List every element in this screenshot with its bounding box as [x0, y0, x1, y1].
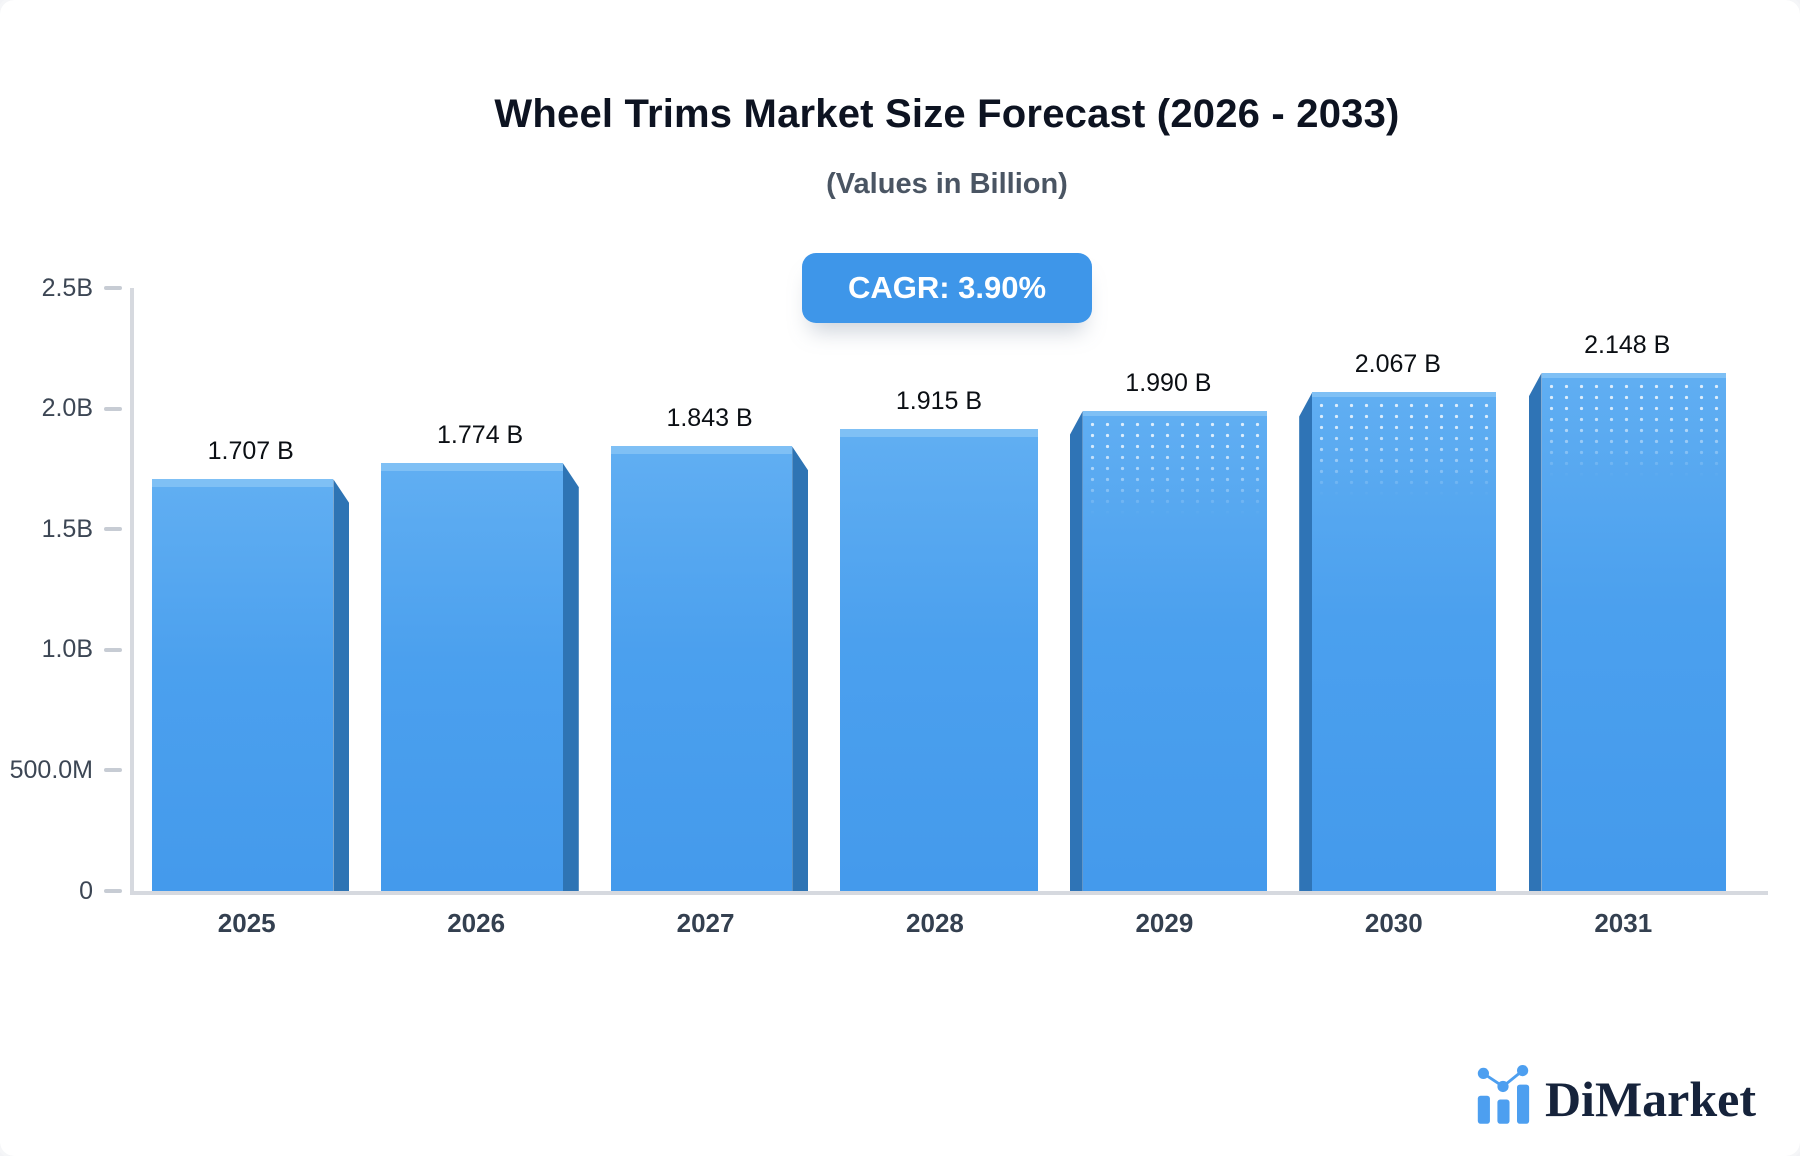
brand-name: DiMarket [1544, 1071, 1756, 1127]
bar-3d-edge [1069, 411, 1083, 891]
y-tick-label: 500.0M [9, 755, 93, 784]
bar-3d-edge [333, 479, 350, 891]
chart-subtitle: (Values in Billion) [826, 168, 1068, 200]
x-label-2025: 2025 [217, 908, 276, 938]
bar-body [152, 479, 334, 891]
bar-value-label: 1.707 B [207, 437, 294, 466]
y-tick-mark [104, 406, 122, 411]
bar-3d-edge [1299, 392, 1313, 891]
y-tick-500.0M: 500.0M [10, 755, 122, 785]
bar-value-label: 1.915 B [895, 387, 983, 416]
bar-2028[interactable] [840, 429, 1038, 891]
y-tick-mark [104, 647, 122, 652]
y-tick-label: 2.5B [41, 273, 93, 302]
bar-slot-2031: 2.148 B [1513, 288, 1742, 891]
bar-value-label: 1.843 B [666, 404, 753, 433]
bar-3d-edge [1528, 372, 1542, 891]
y-tick-mark [104, 527, 122, 532]
bar-3d-edge [562, 463, 579, 891]
bar-2026[interactable] [381, 463, 579, 891]
cagr-badge-row: CAGR: 3.90% [130, 253, 1764, 323]
bar-value-label: 2.067 B [1354, 350, 1441, 379]
bar-body [840, 429, 1038, 891]
bar-chart-icon [1477, 1065, 1530, 1124]
x-label-2030: 2030 [1364, 908, 1423, 938]
bar-body [610, 446, 793, 891]
x-label-2026: 2026 [447, 908, 506, 938]
y-tick-1.5B: 1.5B [42, 514, 122, 544]
bar-value-label: 2.148 B [1584, 330, 1671, 359]
forecast-dots-texture [1543, 380, 1723, 477]
bar-body [381, 463, 563, 891]
chart-title: Wheel Trims Market Size Forecast (2026 -… [494, 92, 1400, 136]
forecast-dots-texture [1314, 400, 1494, 497]
bar-slot-2025: 1.707 B [136, 288, 365, 891]
bar-2027[interactable] [610, 446, 809, 891]
forecast-dots-texture [1084, 419, 1265, 516]
y-tick-mark [104, 889, 122, 893]
bar-slot-2030: 2.067 B [1283, 288, 1512, 891]
y-tick-2.5B: 2.5B [42, 273, 122, 303]
y-axis: 2.5B 2.0B 1.5B 1.0B 500.0M 0 [0, 274, 122, 905]
bar-value-label: 1.774 B [437, 421, 524, 450]
brand-logo[interactable]: DiMarket [1475, 1062, 1756, 1124]
y-tick-mark [104, 286, 122, 290]
bar-slot-2027: 1.843 B [595, 288, 824, 891]
bar-2029[interactable] [1069, 411, 1268, 891]
bar-2031[interactable] [1528, 372, 1726, 891]
x-label-2027: 2027 [676, 908, 735, 938]
bar-value-label: 1.990 B [1125, 369, 1212, 398]
bar-2025[interactable] [152, 479, 350, 891]
y-tick-label: 1.0B [41, 635, 93, 664]
bar-2030[interactable] [1299, 392, 1497, 891]
x-label-2029: 2029 [1135, 908, 1194, 938]
bars-container: 1.707 B 1.774 B 1.843 B 1.915 B 1.990 B 2.067… [134, 288, 1768, 891]
y-tick-0: 0 [79, 876, 122, 906]
x-label-2031: 2031 [1594, 908, 1653, 938]
y-tick-2.0B: 2.0B [42, 394, 122, 424]
plot-area: 1.707 B 1.774 B 1.843 B 1.915 B 1.990 B 2.067… [130, 288, 1768, 895]
bar-3d-edge [792, 446, 809, 891]
x-axis-labels: 2025 2026 2027 2028 2029 2030 2031 [130, 908, 1764, 939]
y-tick-mark [104, 768, 122, 773]
bar-slot-2028: 1.915 B [824, 288, 1053, 891]
y-tick-1.0B: 1.0B [42, 635, 122, 665]
x-label-2028: 2028 [906, 908, 964, 938]
y-tick-label: 2.0B [41, 394, 93, 423]
bar-slot-2029: 1.990 B [1054, 288, 1283, 891]
bar-slot-2026: 1.774 B [365, 288, 594, 891]
cagr-badge: CAGR: 3.90% [801, 253, 1093, 323]
y-tick-label: 0 [79, 876, 93, 905]
y-tick-label: 1.5B [41, 514, 93, 543]
